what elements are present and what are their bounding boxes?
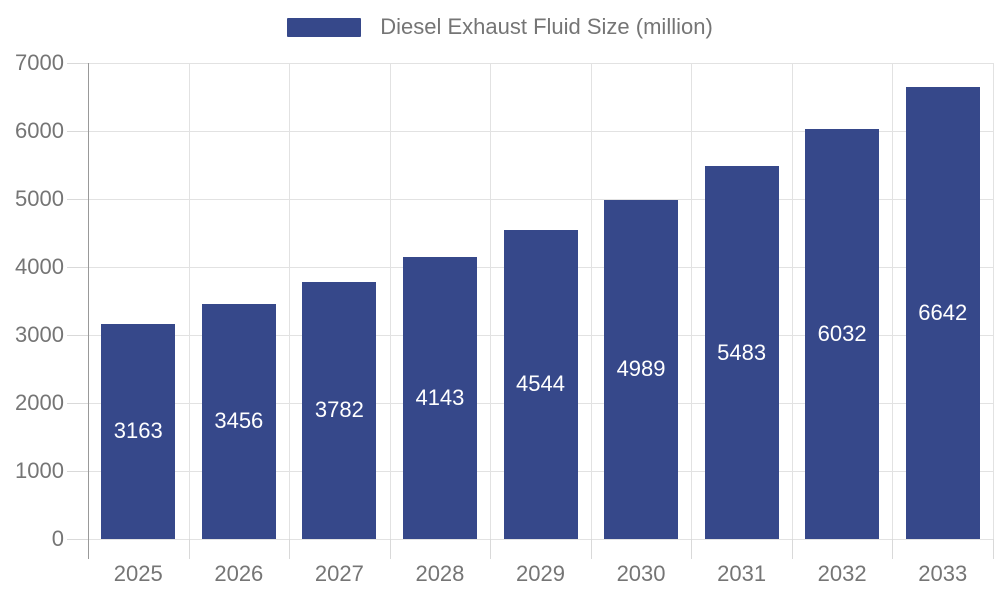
y-axis-label: 6000 [15,118,64,143]
x-axis-tick [691,539,693,559]
x-gridline [389,63,391,539]
y-axis-label: 4000 [15,254,64,279]
y-axis-label: 5000 [15,186,64,211]
y-axis-label: 2000 [15,390,64,415]
y-axis-tick [67,267,88,268]
x-axis-tick [289,539,291,559]
bar-value-label: 5483 [717,339,767,365]
y-axis-tick [67,199,88,200]
x-gridline [590,63,592,539]
y-gridline [88,539,993,540]
bar[interactable]: 4544 [503,230,578,539]
bar[interactable]: 3163 [101,323,176,539]
y-gridline [88,131,993,132]
x-axis-label: 2033 [918,561,968,586]
y-axis-tick [67,131,88,132]
bar-value-label: 3163 [113,418,163,444]
y-axis-line [88,63,89,559]
legend-swatch-icon [287,17,362,37]
bar[interactable]: 6642 [905,87,980,539]
x-axis-tick [389,539,391,559]
x-axis-label: 2029 [516,561,565,586]
x-gridline [993,63,994,539]
y-axis-tick [67,471,88,472]
x-gridline [490,63,492,539]
x-axis-tick [791,539,793,559]
x-axis-label: 2030 [616,561,666,586]
legend-item[interactable]: Diesel Exhaust Fluid Size (million) [287,14,713,40]
x-axis-tick [590,539,592,559]
x-axis-tick [188,539,190,559]
bar-value-label: 4989 [616,356,666,382]
x-gridline [691,63,693,539]
x-axis-tick [490,539,492,559]
x-gridline [188,63,190,539]
x-axis-label: 2028 [415,561,465,586]
x-axis-label: 2025 [113,561,163,586]
y-axis-tick [67,335,88,336]
bar[interactable]: 3782 [302,281,377,539]
bar[interactable]: 4143 [402,257,477,539]
bar-value-label: 4143 [415,385,465,411]
y-axis-label: 7000 [15,50,64,75]
x-axis-tick [892,539,894,559]
x-axis-label: 2032 [817,561,867,586]
y-axis-tick [67,539,88,540]
x-gridline [791,63,793,539]
legend: Diesel Exhaust Fluid Size (million) [0,14,1000,40]
bar[interactable]: 4989 [604,199,679,539]
y-gridline [88,199,993,200]
y-axis-tick [67,63,88,64]
bar-value-label: 3456 [214,408,264,434]
x-axis-label: 2031 [717,561,767,586]
y-axis-label: 3000 [15,322,64,347]
bar-value-label: 3782 [314,397,364,423]
y-axis-label: 1000 [15,458,64,483]
bar-value-label: 6032 [817,320,867,346]
x-gridline [289,63,291,539]
bar[interactable]: 6032 [805,128,880,539]
x-gridline [892,63,894,539]
x-axis-label: 2027 [314,561,364,586]
y-gridline [88,63,993,64]
y-axis-label: 0 [51,526,64,551]
x-axis-tick [993,539,994,559]
bar-value-label: 4544 [516,371,565,397]
bar[interactable]: 3456 [201,303,276,539]
bar[interactable]: 5483 [704,166,779,539]
legend-label: Diesel Exhaust Fluid Size (million) [380,14,713,39]
x-axis-label: 2026 [214,561,264,586]
y-axis-tick [67,403,88,404]
bar-value-label: 6642 [918,300,968,326]
